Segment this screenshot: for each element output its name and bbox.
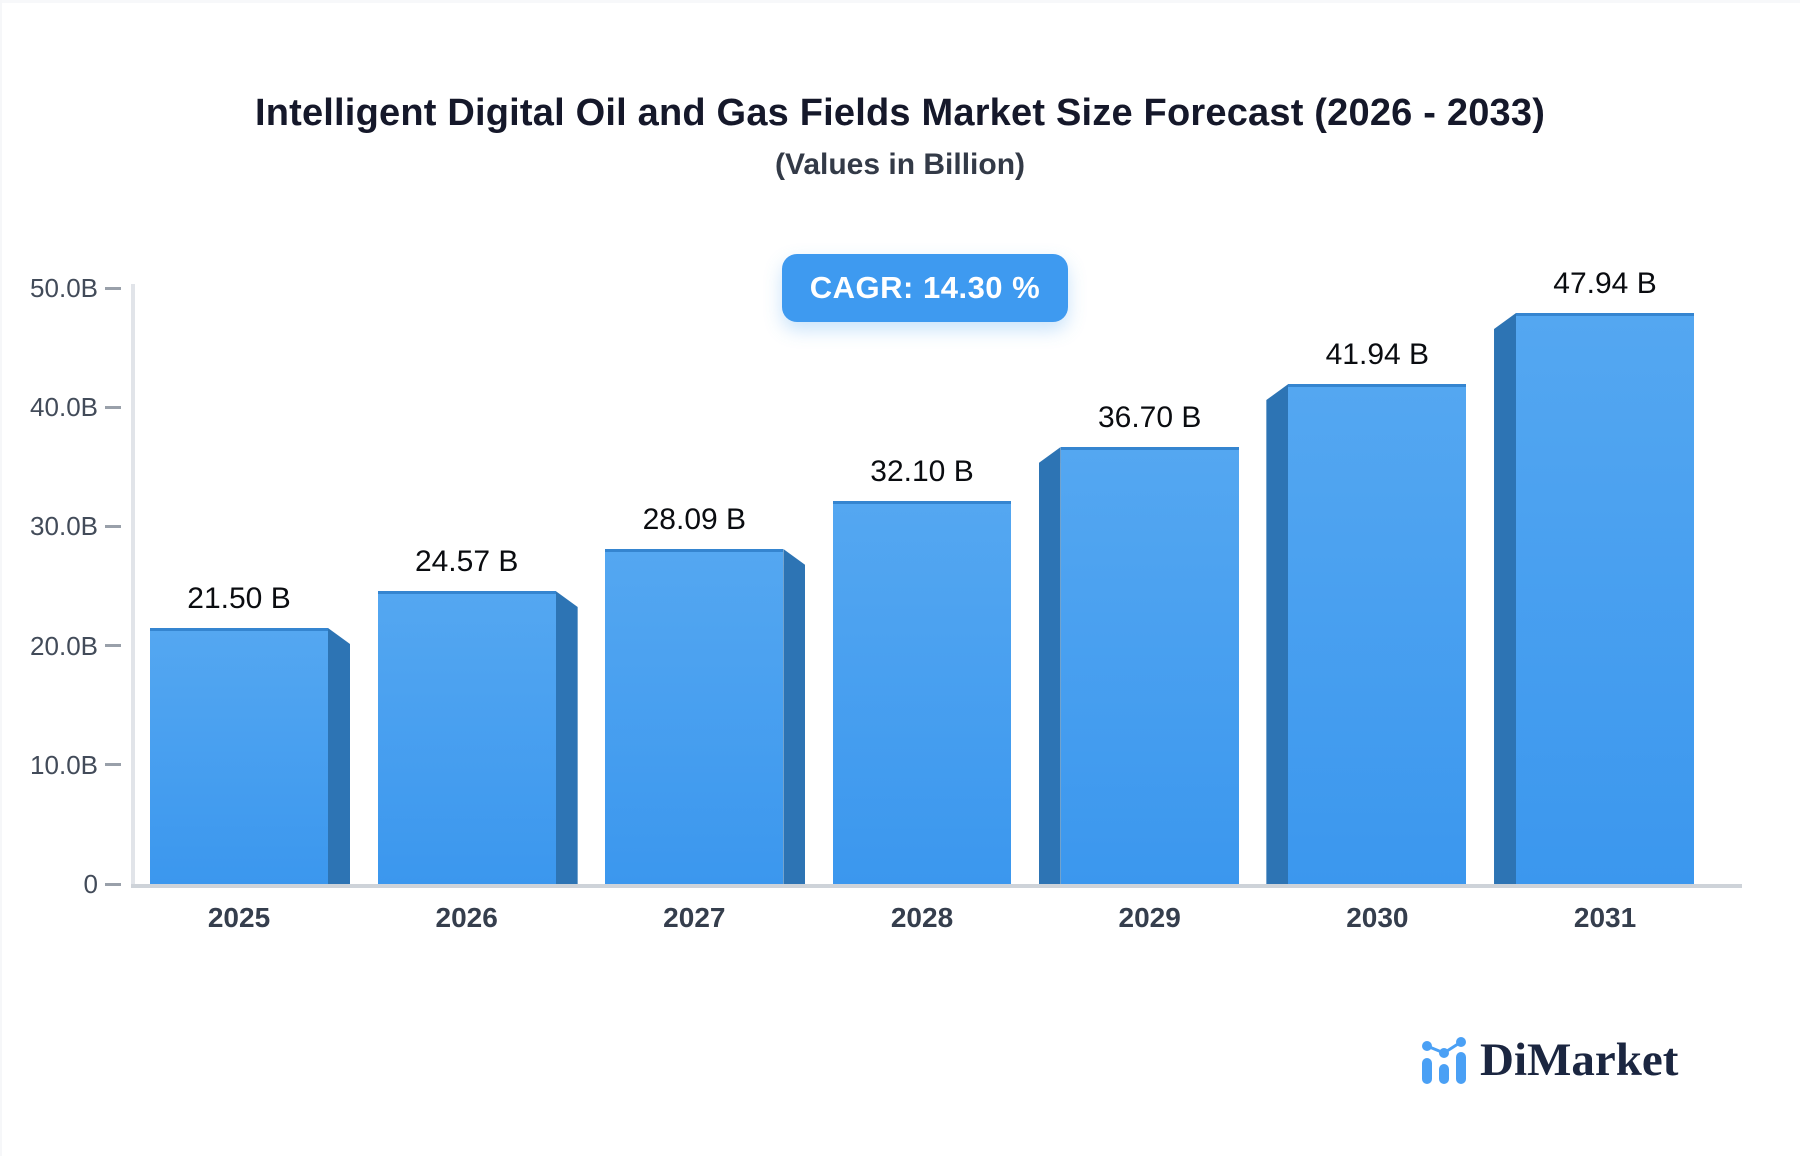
y-tick-mark [105, 286, 121, 290]
y-tick-label: 0 [83, 869, 98, 899]
y-tick-label: 40.0B [30, 392, 98, 423]
cagr-badge: CAGR: 14.30 % [782, 254, 1068, 322]
x-axis-line [131, 884, 1742, 888]
bar-chart-icon [1422, 1037, 1466, 1084]
bar-value-label: 47.94 B [1553, 267, 1657, 300]
bar-face [605, 549, 784, 884]
bar-value-label: 32.10 B [870, 455, 974, 488]
bar: 21.50 B 2025 [150, 582, 350, 933]
y-tick-label: 30.0B [30, 511, 98, 542]
bar-face [150, 628, 328, 884]
y-tick-mark [105, 524, 121, 528]
x-axis-label: 2029 [1118, 902, 1181, 933]
y-tick-mark [105, 882, 121, 886]
top-edge-divider [0, 0, 1800, 3]
bar-face [1060, 447, 1239, 884]
bar: 36.70 B 2029 [1038, 401, 1239, 933]
left-edge-divider [0, 0, 2, 1156]
logo: DiMarket [1420, 1034, 1678, 1086]
y-tick-label: 20.0B [30, 630, 98, 661]
x-axis-label: 2030 [1346, 902, 1409, 933]
x-axis-label: 2027 [663, 902, 726, 933]
x-axis-label: 2031 [1573, 902, 1637, 933]
bar-side-face [783, 549, 806, 884]
bar-side-face [1494, 313, 1517, 884]
y-tick-label: 50.0B [30, 273, 98, 303]
x-axis-label: 2025 [207, 902, 271, 933]
bar-value-label: 21.50 B [187, 582, 291, 615]
bar-side-face [1266, 384, 1289, 884]
y-tick-mark [105, 405, 121, 409]
bar: 28.09 B 2027 [605, 503, 806, 933]
y-tick-mark [105, 763, 121, 767]
bar-side-face [1038, 447, 1061, 884]
y-axis-line [131, 284, 135, 884]
x-axis-label: 2028 [890, 902, 954, 933]
x-axis-label: 2026 [435, 902, 498, 933]
bar-value-label: 41.94 B [1325, 338, 1430, 371]
bar-face [833, 501, 1011, 884]
bar-value-label: 36.70 B [1097, 401, 1202, 434]
plot-area: 21.50 B 2025 24.57 B 2026 28.09 B 2027 32.10 B… [131, 267, 1742, 933]
bar-side-face [328, 628, 350, 884]
bar-side-face [555, 591, 578, 884]
y-tick-mark [105, 644, 121, 648]
chart-subtitle: (Values in Billion) [774, 148, 1026, 181]
logo-text: DiMarket [1480, 1034, 1679, 1086]
bar-face [1516, 313, 1695, 884]
bar: 32.10 B 2028 [833, 455, 1011, 933]
bar: 41.94 B 2030 [1266, 338, 1467, 933]
bar: 47.94 B 2031 [1494, 267, 1695, 933]
bar: 24.57 B 2026 [377, 545, 578, 933]
bar-face [1288, 384, 1467, 884]
bar-value-label: 24.57 B [414, 545, 519, 578]
bar-value-label: 28.09 B [642, 503, 747, 536]
bar-face [377, 591, 556, 884]
chart-title: Intelligent Digital Oil and Gas Fields M… [254, 92, 1546, 134]
cagr-badge-label: CAGR: 14.30 % [809, 270, 1041, 305]
y-tick-label: 10.0B [30, 749, 98, 780]
